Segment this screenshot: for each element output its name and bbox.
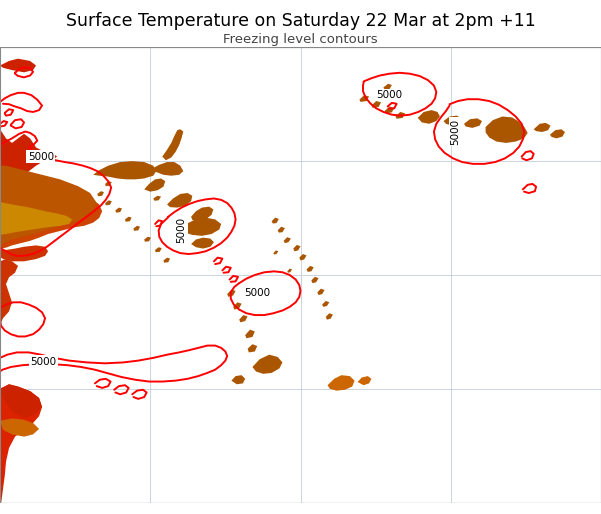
Polygon shape <box>239 315 248 322</box>
Polygon shape <box>395 112 405 119</box>
Polygon shape <box>191 207 213 221</box>
Polygon shape <box>105 200 112 205</box>
Polygon shape <box>248 344 257 353</box>
Polygon shape <box>0 202 72 235</box>
Polygon shape <box>153 162 183 176</box>
Polygon shape <box>444 116 462 125</box>
Polygon shape <box>550 129 565 138</box>
Polygon shape <box>272 217 279 224</box>
Polygon shape <box>0 245 48 261</box>
Polygon shape <box>317 289 325 295</box>
Polygon shape <box>252 355 282 374</box>
Text: Freezing level contours: Freezing level contours <box>223 33 378 46</box>
Polygon shape <box>0 259 18 325</box>
Polygon shape <box>0 166 96 245</box>
Polygon shape <box>311 277 319 283</box>
Polygon shape <box>132 171 139 176</box>
Polygon shape <box>125 217 132 222</box>
Polygon shape <box>418 110 440 124</box>
Polygon shape <box>371 101 381 108</box>
Polygon shape <box>322 301 329 307</box>
Polygon shape <box>163 258 170 263</box>
Polygon shape <box>278 227 285 233</box>
Polygon shape <box>486 117 528 143</box>
Polygon shape <box>383 84 392 89</box>
Polygon shape <box>115 171 123 176</box>
Polygon shape <box>326 313 333 320</box>
Polygon shape <box>233 302 242 309</box>
Text: 5000: 5000 <box>244 288 270 298</box>
Polygon shape <box>144 237 151 242</box>
Polygon shape <box>359 95 369 102</box>
Polygon shape <box>358 376 371 385</box>
Polygon shape <box>105 181 112 186</box>
Polygon shape <box>534 123 551 132</box>
Text: Surface Temperature on Saturday 22 Mar at 2pm +11: Surface Temperature on Saturday 22 Mar a… <box>66 12 535 30</box>
Text: 5000: 5000 <box>376 90 403 100</box>
Polygon shape <box>0 384 42 503</box>
Polygon shape <box>0 47 57 179</box>
Polygon shape <box>245 329 255 338</box>
Polygon shape <box>227 289 236 297</box>
Text: 5000: 5000 <box>177 216 186 243</box>
Polygon shape <box>93 161 156 179</box>
Polygon shape <box>0 59 36 72</box>
Polygon shape <box>385 106 394 113</box>
Polygon shape <box>328 375 355 391</box>
Polygon shape <box>293 245 300 251</box>
Polygon shape <box>284 237 291 243</box>
Text: 5000: 5000 <box>28 152 54 161</box>
Text: 5000: 5000 <box>451 118 460 144</box>
Polygon shape <box>299 254 307 261</box>
Polygon shape <box>167 193 192 208</box>
Polygon shape <box>0 166 102 249</box>
Polygon shape <box>273 250 278 254</box>
Polygon shape <box>162 129 183 160</box>
Polygon shape <box>287 269 292 273</box>
Polygon shape <box>307 266 314 272</box>
Text: 5000: 5000 <box>30 357 56 366</box>
Polygon shape <box>464 118 482 128</box>
Polygon shape <box>144 178 165 192</box>
Polygon shape <box>97 191 104 196</box>
Polygon shape <box>179 217 221 236</box>
Polygon shape <box>133 226 140 231</box>
Polygon shape <box>397 89 404 95</box>
Polygon shape <box>115 208 122 213</box>
Polygon shape <box>153 196 161 201</box>
Polygon shape <box>231 375 245 384</box>
Polygon shape <box>155 247 162 252</box>
Polygon shape <box>0 384 42 418</box>
Polygon shape <box>0 418 39 437</box>
Polygon shape <box>191 237 214 249</box>
